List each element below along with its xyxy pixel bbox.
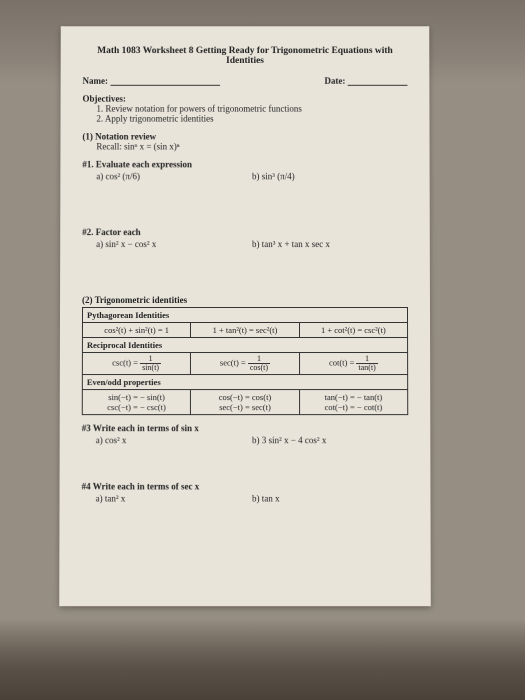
table-row: sin(−t) = − sin(t) csc(−t) = − csc(t) co… bbox=[82, 390, 407, 415]
problem-3-row: a) cos² x b) 3 sin² x − 4 cos² x bbox=[96, 435, 409, 445]
even-1b: csc(−t) = − csc(t) bbox=[87, 402, 186, 412]
problem-2b: b) tan³ x + tan x sec x bbox=[252, 239, 408, 249]
table-row: Even/odd properties bbox=[82, 375, 407, 390]
objective-1: 1. Review notation for powers of trigono… bbox=[96, 104, 407, 114]
table-row: cos²(t) + sin²(t) = 1 1 + tan²(t) = sec²… bbox=[82, 322, 407, 337]
name-date-row: Name: Date: bbox=[83, 76, 408, 86]
problem-4a: a) tan² x bbox=[96, 493, 252, 503]
workspace-2 bbox=[82, 249, 408, 289]
recip-2: sec(t) = 1 cos(t) bbox=[191, 353, 299, 375]
table-row: Pythagorean Identities bbox=[82, 308, 407, 323]
name-blank bbox=[110, 76, 220, 86]
date-blank bbox=[348, 76, 408, 86]
frac-den: sin(t) bbox=[140, 364, 161, 372]
recip-3: cot(t) = 1 tan(t) bbox=[299, 353, 407, 375]
frac-den: cos(t) bbox=[248, 364, 270, 372]
problem-3-head: #3 Write each in terms of sin x bbox=[82, 423, 409, 433]
worksheet-title: Math 1083 Worksheet 8 Getting Ready for … bbox=[83, 46, 408, 66]
even-2a: cos(−t) = cos(t) bbox=[195, 392, 294, 402]
evenodd-header: Even/odd properties bbox=[82, 375, 407, 390]
problem-2a: a) sin² x − cos² x bbox=[96, 239, 252, 249]
identities-table: Pythagorean Identities cos²(t) + sin²(t)… bbox=[82, 307, 408, 415]
recip-1-lhs: csc(t) = bbox=[112, 357, 138, 367]
date-label: Date: bbox=[324, 76, 345, 86]
even-3a: tan(−t) = − tan(t) bbox=[304, 392, 403, 402]
recip-2-frac: 1 cos(t) bbox=[248, 355, 270, 372]
pyth-2: 1 + tan²(t) = sec²(t) bbox=[191, 322, 299, 337]
table-row: csc(t) = 1 sin(t) sec(t) = 1 cos(t) cot(… bbox=[82, 353, 407, 375]
recip-3-frac: 1 tan(t) bbox=[356, 355, 377, 372]
identities-head: (2) Trigonometric identities bbox=[82, 295, 408, 305]
even-2: cos(−t) = cos(t) sec(−t) = sec(t) bbox=[191, 390, 299, 415]
recip-3-lhs: cot(t) = bbox=[329, 357, 354, 367]
recip-2-lhs: sec(t) = bbox=[220, 357, 246, 367]
name-label: Name: bbox=[83, 76, 108, 86]
recip-1-frac: 1 sin(t) bbox=[140, 355, 161, 372]
problem-1-row: a) cos² (π/6) b) sin³ (π/4) bbox=[96, 171, 407, 181]
pyth-3: 1 + cot²(t) = csc²(t) bbox=[299, 322, 407, 337]
date-field: Date: bbox=[324, 76, 407, 86]
recip-1: csc(t) = 1 sin(t) bbox=[82, 353, 190, 375]
problem-2-head: #2. Factor each bbox=[82, 227, 408, 237]
problem-1a: a) cos² (π/6) bbox=[96, 171, 252, 181]
even-1: sin(−t) = − sin(t) csc(−t) = − csc(t) bbox=[82, 390, 191, 415]
reciprocal-header: Reciprocal Identities bbox=[82, 338, 407, 353]
problem-4b: b) tan x bbox=[252, 493, 408, 503]
name-field: Name: bbox=[83, 76, 220, 86]
pythagorean-header: Pythagorean Identities bbox=[82, 308, 407, 323]
problem-1-head: #1. Evaluate each expression bbox=[82, 159, 407, 169]
problem-4-row: a) tan² x b) tan x bbox=[96, 493, 409, 503]
even-3: tan(−t) = − tan(t) cot(−t) = − cot(t) bbox=[299, 390, 408, 415]
workspace-1 bbox=[82, 181, 408, 221]
pyth-1: cos²(t) + sin²(t) = 1 bbox=[82, 322, 190, 337]
even-2b: sec(−t) = sec(t) bbox=[195, 402, 294, 412]
objective-2: 2. Apply trigonometric identities bbox=[96, 114, 407, 124]
notation-head: (1) Notation review bbox=[82, 132, 407, 142]
problem-1b: b) sin³ (π/4) bbox=[252, 171, 408, 181]
notation-recall: Recall: sinⁿ x = (sin x)ⁿ bbox=[96, 141, 407, 151]
table-row: Reciprocal Identities bbox=[82, 338, 407, 353]
worksheet-paper: Math 1083 Worksheet 8 Getting Ready for … bbox=[59, 26, 431, 606]
workspace-3 bbox=[82, 445, 409, 475]
objectives-head: Objectives: bbox=[83, 94, 408, 104]
problem-4-head: #4 Write each in terms of sec x bbox=[82, 481, 409, 491]
problem-3a: a) cos² x bbox=[96, 435, 252, 445]
even-1a: sin(−t) = − sin(t) bbox=[87, 392, 186, 402]
problem-2-row: a) sin² x − cos² x b) tan³ x + tan x sec… bbox=[96, 239, 408, 249]
background-shadow bbox=[0, 620, 525, 700]
problem-3b: b) 3 sin² x − 4 cos² x bbox=[252, 435, 408, 445]
frac-den: tan(t) bbox=[356, 364, 377, 372]
even-3b: cot(−t) = − cot(t) bbox=[304, 402, 403, 412]
